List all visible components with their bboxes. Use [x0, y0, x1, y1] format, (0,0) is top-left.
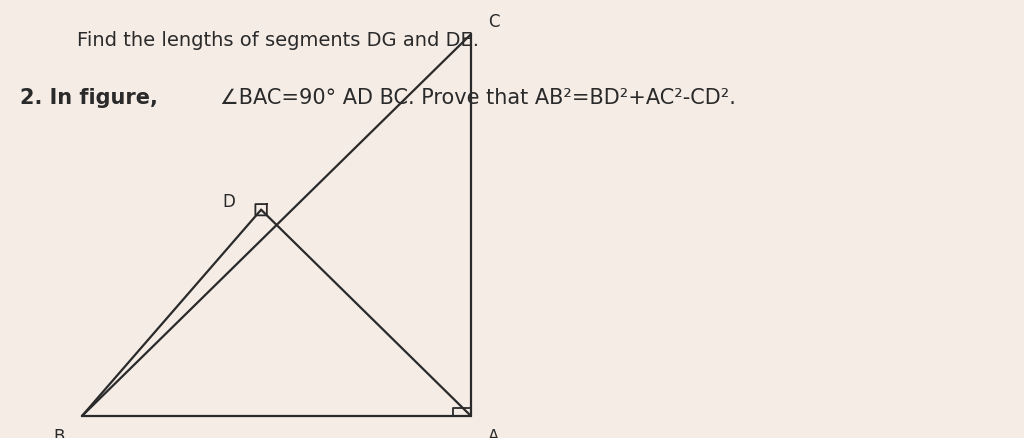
- Text: Find the lengths of segments DG and DE.: Find the lengths of segments DG and DE.: [77, 31, 479, 49]
- Text: B: B: [53, 427, 66, 438]
- Text: 2. In figure,: 2. In figure,: [20, 88, 166, 108]
- Text: A: A: [487, 427, 500, 438]
- Text: C: C: [487, 13, 500, 31]
- Text: ∠BAC=90° AD BC. Prove that AB²=BD²+AC²-CD².: ∠BAC=90° AD BC. Prove that AB²=BD²+AC²-C…: [220, 88, 736, 108]
- Text: D: D: [222, 192, 234, 211]
